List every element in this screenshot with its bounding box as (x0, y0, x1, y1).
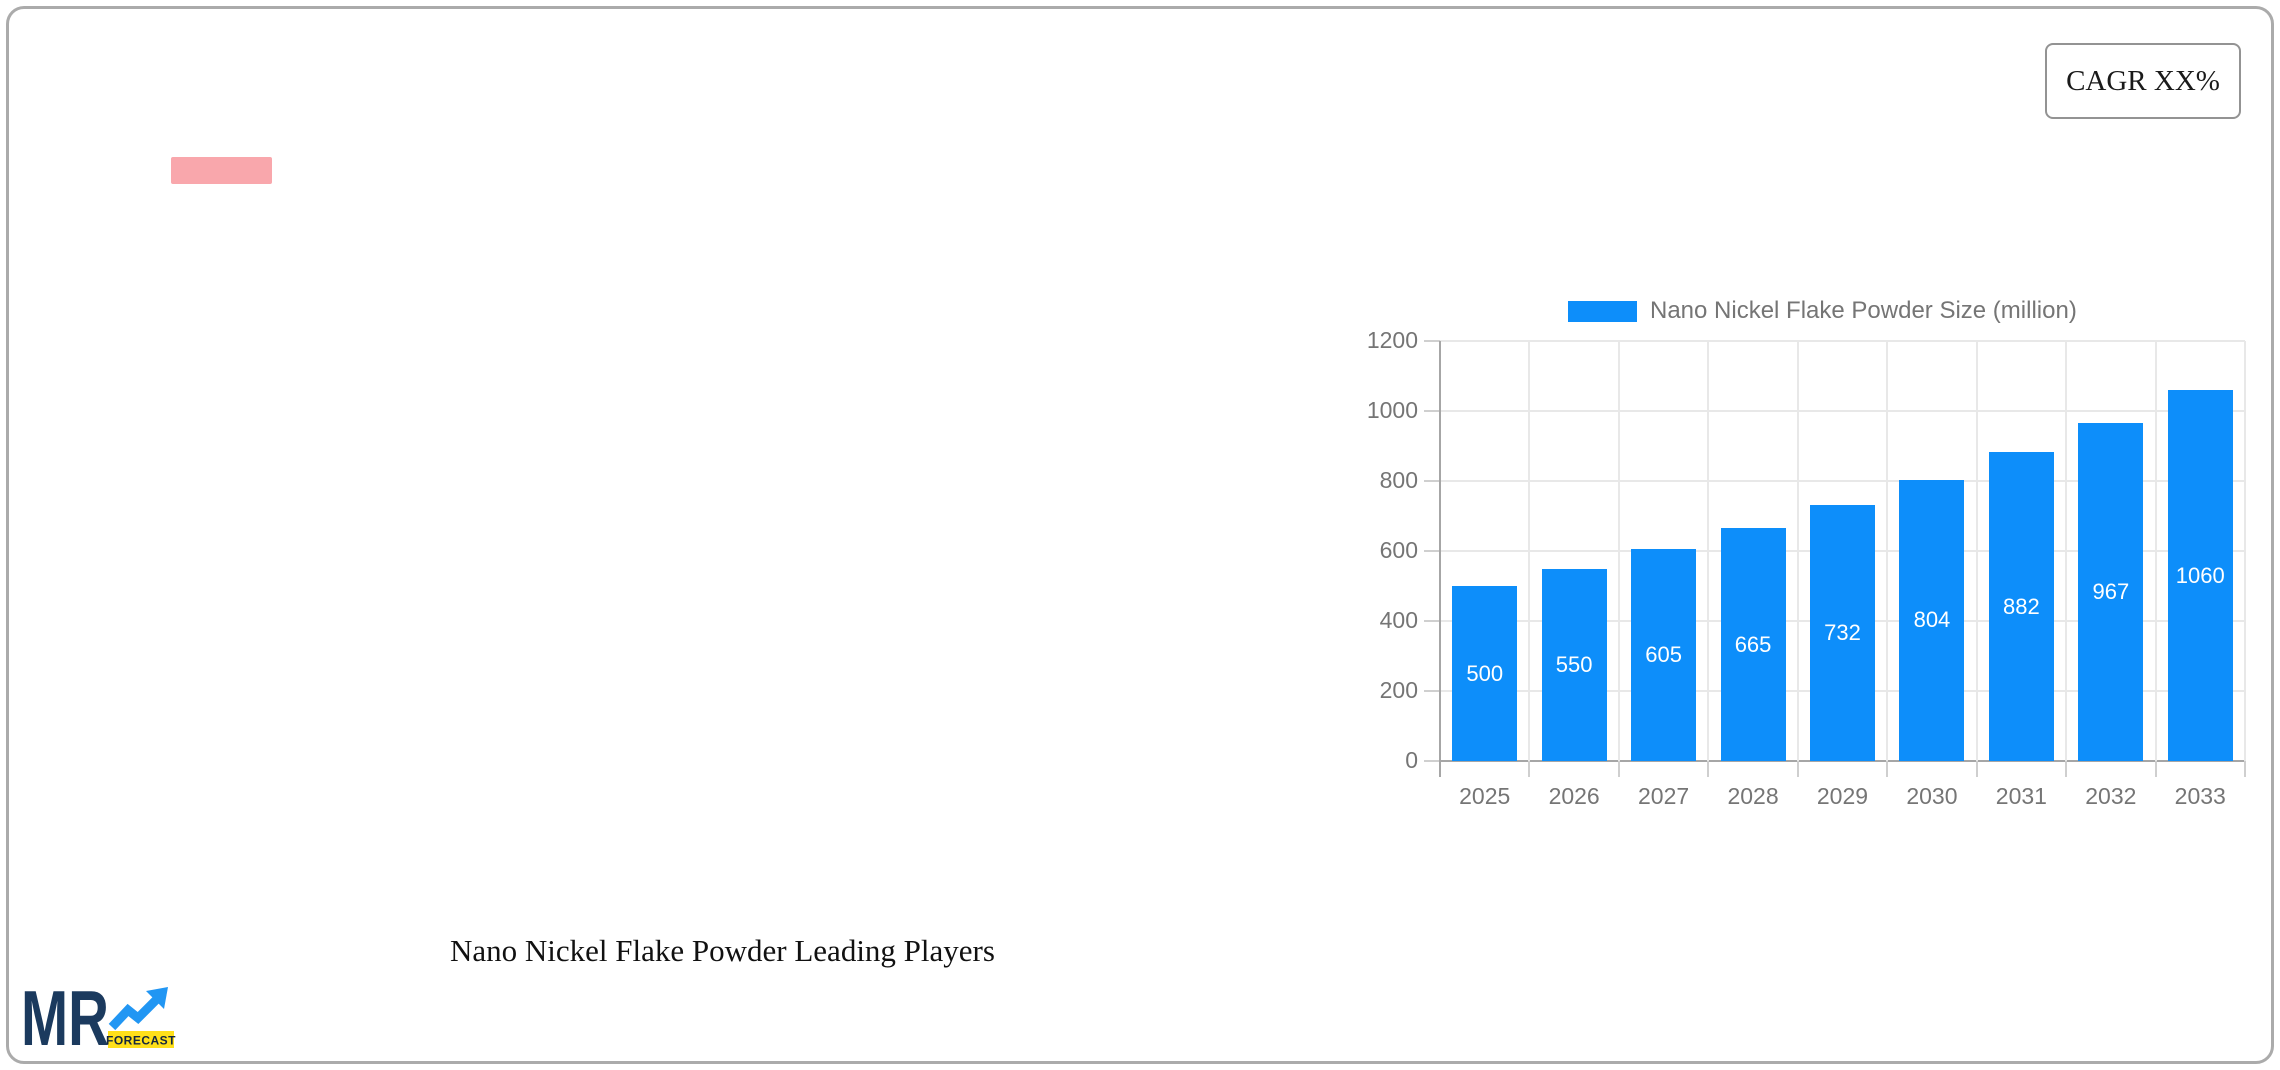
cagr-badge-label: CAGR XX% (2066, 64, 2220, 97)
y-gridline (1440, 480, 2245, 482)
x-axis-label: 2026 (1548, 783, 1600, 809)
x-tick (2065, 761, 2068, 777)
y-axis-label: 0 (1405, 747, 1418, 773)
x-tick (1886, 761, 1889, 777)
x-tick (1707, 761, 1710, 777)
x-gridline (2065, 341, 2068, 761)
bar-value-label: 732 (1824, 619, 1861, 645)
y-axis-label: 1200 (1366, 327, 1418, 353)
x-gridline (1528, 341, 1531, 761)
bar-2032 (2078, 422, 2144, 761)
bar-value-label: 804 (1913, 607, 1951, 633)
bar-2028 (1720, 528, 1786, 761)
x-tick (1975, 761, 1978, 777)
y-gridline (1440, 760, 2245, 762)
x-axis-label: 2030 (1906, 783, 1958, 809)
y-axis-label: 600 (1379, 537, 1418, 563)
cagr-badge: CAGR XX% (2045, 43, 2241, 119)
y-tick (1424, 690, 1440, 692)
bar-2031 (1988, 452, 2054, 761)
y-axis-label: 800 (1379, 467, 1418, 493)
forecast-badge-label: FORECAST (106, 1034, 176, 1048)
x-gridline (1707, 341, 1710, 761)
x-axis-label: 2033 (2174, 783, 2226, 809)
x-gridline (1886, 341, 1889, 761)
bar-value-label: 500 (1466, 660, 1504, 686)
chart-legend: Nano Nickel Flake Powder Size (million) (1568, 297, 2077, 324)
report-footer-title: Nano Nickel Flake Powder Leading Players (450, 933, 995, 968)
x-gridline (2154, 341, 2157, 761)
x-gridline (1617, 341, 1620, 761)
pink-highlight-bar (171, 157, 272, 184)
x-tick (2244, 761, 2246, 777)
x-gridline (1796, 341, 1799, 761)
y-tick (1424, 480, 1440, 482)
bar-value-label: 967 (2092, 578, 2130, 604)
y-axis-label: 1000 (1366, 397, 1418, 423)
legend-swatch (1568, 300, 1637, 322)
y-tick (1424, 340, 1440, 342)
trend-arrow-icon (108, 987, 168, 1031)
bar-value-label: 665 (1734, 631, 1772, 657)
y-tick (1424, 620, 1440, 622)
x-axis-label: 2027 (1638, 783, 1690, 809)
x-tick (1796, 761, 1799, 777)
x-gridline (1439, 341, 1441, 761)
x-gridline (1975, 341, 1978, 761)
forecast-badge: FORECAST (106, 1031, 176, 1048)
bar-value-label: 550 (1555, 651, 1593, 677)
y-gridline (1440, 340, 2245, 342)
y-axis-label: 400 (1379, 607, 1418, 633)
y-gridline (1440, 410, 2245, 412)
bar-2030 (1899, 479, 1965, 761)
bar-2025 (1452, 586, 1518, 761)
x-axis-label: 2025 (1459, 783, 1511, 809)
x-tick (1528, 761, 1531, 777)
x-gridline (2244, 341, 2246, 761)
bar-2027 (1631, 549, 1697, 761)
bar-2029 (1810, 504, 1875, 761)
y-tick (1424, 550, 1440, 552)
x-tick (2154, 761, 2157, 777)
legend-label: Nano Nickel Flake Powder Size (million) (1650, 297, 2077, 324)
y-tick (1424, 410, 1440, 412)
x-axis-label: 2032 (2085, 783, 2137, 809)
bar-2026 (1541, 568, 1607, 761)
bar-value-label: 1060 (2175, 562, 2225, 588)
x-axis-label: 2029 (1816, 783, 1869, 809)
mr-forecast-logo: MR FORECAST (21, 986, 176, 1054)
report-canvas-border (6, 6, 2274, 1064)
bar-value-label: 882 (2003, 593, 2040, 619)
x-tick (1439, 761, 1441, 777)
x-tick (1617, 761, 1620, 777)
y-axis-label: 200 (1379, 677, 1418, 703)
bar-value-label: 605 (1645, 642, 1682, 668)
x-axis-label: 2028 (1727, 783, 1779, 809)
x-axis-label: 2031 (1995, 783, 2047, 809)
bar-2033 (2167, 390, 2233, 761)
y-tick (1424, 760, 1440, 762)
logo-mr-text: MR (21, 986, 109, 1054)
